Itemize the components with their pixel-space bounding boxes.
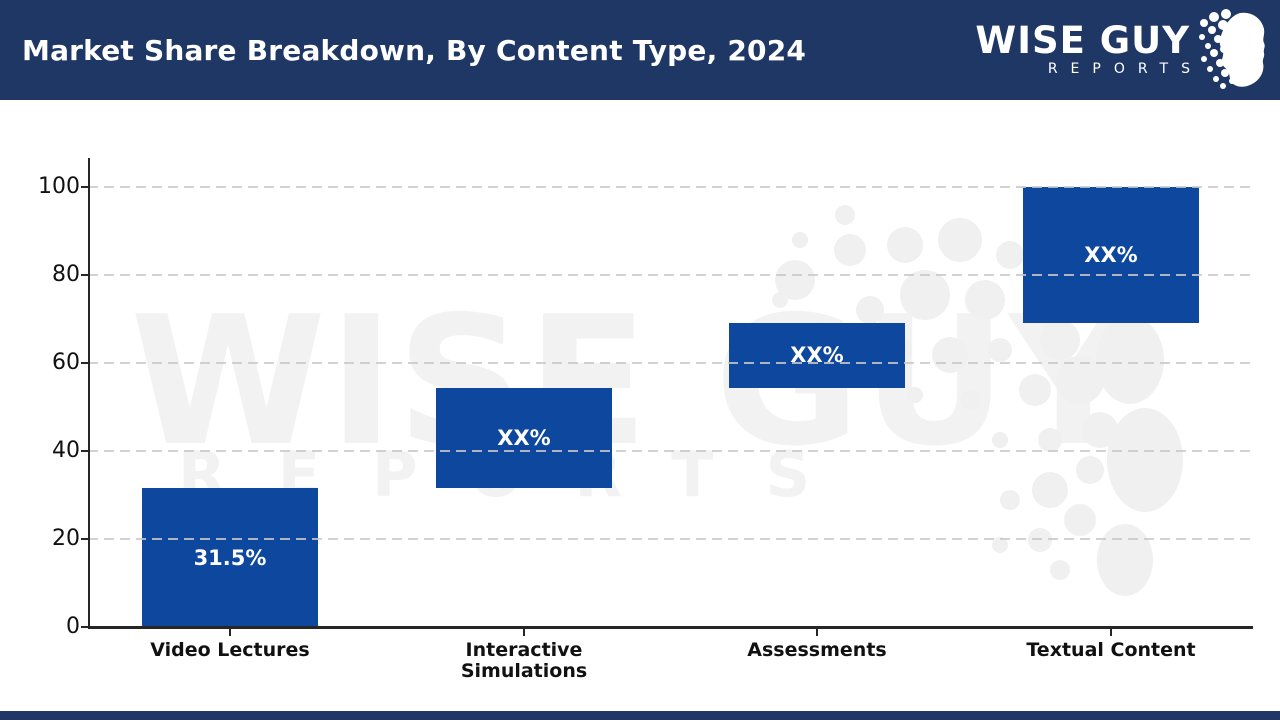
y-tick-label: 20 bbox=[52, 526, 80, 551]
x-tick-mark bbox=[523, 629, 525, 636]
bar-value-label: XX% bbox=[497, 426, 551, 451]
bar-value-label: 31.5% bbox=[193, 545, 267, 570]
y-tick-label: 100 bbox=[38, 174, 80, 199]
x-axis-label-interactive-simulations: Interactive Simulations bbox=[460, 639, 588, 682]
gridline-80 bbox=[88, 274, 1253, 276]
gridline-20 bbox=[88, 538, 1253, 540]
y-tick-mark bbox=[81, 626, 88, 628]
gridline-60 bbox=[88, 362, 1253, 364]
x-tick-mark bbox=[816, 629, 818, 636]
y-tick-label: 0 bbox=[66, 614, 80, 639]
y-tick-mark bbox=[81, 362, 88, 364]
y-axis-spine bbox=[88, 158, 90, 627]
wiseguy-logo: WISE GUY REPORTS bbox=[975, 9, 1280, 91]
gridline-40 bbox=[88, 450, 1253, 452]
bar-value-label: XX% bbox=[1084, 242, 1138, 267]
y-tick-mark bbox=[81, 274, 88, 276]
logo-face-icon bbox=[1199, 9, 1265, 89]
bar-interactive-simulations: XX% bbox=[436, 388, 612, 489]
x-axis-spine bbox=[88, 626, 1253, 629]
y-tick-label: 60 bbox=[52, 350, 80, 375]
bar-textual-content: XX% bbox=[1023, 187, 1199, 323]
x-tick-mark bbox=[1110, 629, 1112, 636]
gridline-100 bbox=[88, 186, 1253, 188]
footer-bar bbox=[0, 711, 1280, 720]
chart-area: WISE GUY REPORTS 31.5%XX%XX%XX%020406080… bbox=[0, 100, 1280, 711]
header: Market Share Breakdown, By Content Type,… bbox=[0, 0, 1280, 100]
y-tick-label: 80 bbox=[52, 262, 80, 287]
bar-video-lectures: 31.5% bbox=[142, 488, 318, 627]
y-tick-mark bbox=[81, 538, 88, 540]
x-axis-label-textual-content: Textual Content bbox=[1026, 639, 1196, 661]
y-tick-label: 40 bbox=[52, 438, 80, 463]
y-tick-mark bbox=[81, 186, 88, 188]
page-title: Market Share Breakdown, By Content Type,… bbox=[22, 33, 807, 67]
logo-tagline: REPORTS bbox=[1047, 61, 1203, 77]
y-tick-mark bbox=[81, 450, 88, 452]
x-axis-label-video-lectures: Video Lectures bbox=[150, 639, 310, 661]
bar-assessments: XX% bbox=[729, 322, 905, 389]
logo-name: WISE GUY bbox=[975, 19, 1190, 62]
plot-area: 31.5% XX% XX% XX% 0 20 40 60 80 100 Video Lectures… bbox=[0, 100, 1280, 711]
x-tick-mark bbox=[229, 629, 231, 636]
x-axis-label-assessments: Assessments bbox=[747, 639, 887, 661]
